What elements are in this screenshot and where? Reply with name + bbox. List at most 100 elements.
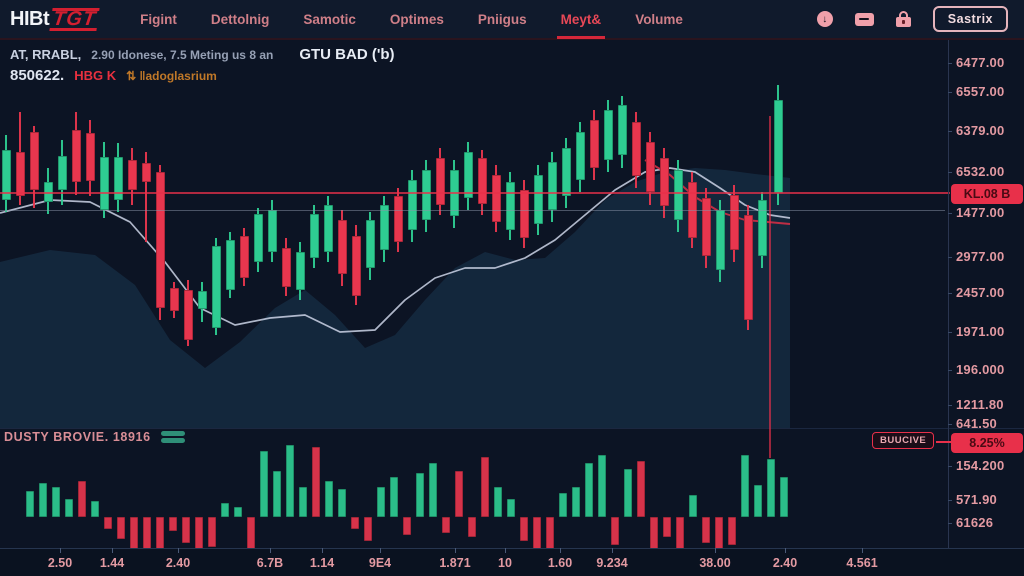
navbar-actions: ↓ Sastrix — [816, 6, 1008, 32]
candle — [618, 105, 627, 155]
app-logo[interactable]: HIBt TGT — [10, 7, 100, 31]
volume-bar — [663, 517, 671, 537]
volume-bar — [416, 473, 424, 517]
volume-bar — [364, 517, 372, 541]
time-tick — [862, 548, 863, 553]
axis-tick — [948, 370, 952, 371]
volume-panel-header: DUSTY BROVIE. 18916 — [4, 430, 185, 444]
volume-bar — [65, 499, 73, 517]
time-axis-label: 6.7B — [256, 556, 284, 570]
time-tick — [505, 548, 506, 553]
nav-item-optimes[interactable]: Optimes — [389, 11, 444, 27]
volume-bar — [338, 489, 346, 517]
time-tick — [785, 548, 786, 553]
volume-bar — [78, 481, 86, 517]
card-icon[interactable] — [854, 12, 874, 26]
symbol-details: 2.90 Idonese, 7.5 Meting us 8 an — [91, 48, 274, 62]
volume-bar — [624, 469, 632, 517]
price-change: HBG K — [74, 68, 117, 83]
candle — [282, 248, 291, 287]
candle — [632, 122, 641, 176]
time-axis-label: 38.00 — [699, 556, 731, 570]
nav-menu: Figint Dettolnig Samotic Optimes Pniigus Meyt… — [140, 0, 683, 39]
candle — [72, 130, 81, 182]
indicator-toggle-icon[interactable] — [160, 431, 185, 443]
volume-bar — [234, 507, 242, 517]
volume-bar — [520, 517, 528, 541]
axis-tick — [948, 257, 952, 258]
nav-item-dettolnig[interactable]: Dettolnig — [210, 11, 270, 27]
sastrix-button[interactable]: Sastrix — [932, 6, 1008, 32]
candle — [492, 175, 501, 222]
volume-bar — [169, 517, 177, 531]
time-tick — [715, 548, 716, 553]
time-axis-label: 2.40 — [772, 556, 798, 570]
time-axis-label: 1.44 — [99, 556, 125, 570]
time-tick — [270, 548, 271, 553]
nav-item-meyt[interactable]: Meyt& — [556, 0, 605, 39]
candle — [562, 148, 571, 196]
volume-bar — [767, 459, 775, 517]
time-tick — [612, 548, 613, 553]
candle — [324, 205, 333, 252]
refresh-circle-icon[interactable]: ↓ — [816, 11, 833, 27]
volume-bar — [455, 471, 463, 517]
axis-tick — [948, 172, 952, 173]
price-axis[interactable]: KL.08 B 8.25% 6477.00 6557.00 6379.00 6532.… — [948, 40, 1024, 548]
volume-bar — [429, 463, 437, 517]
price-line — [0, 192, 950, 194]
candle — [366, 220, 375, 268]
volume-bar — [481, 457, 489, 517]
volume-bar — [585, 463, 593, 517]
candle — [338, 220, 347, 274]
symbol-label: AT, RRABL, — [10, 47, 82, 62]
axis-tick — [948, 523, 952, 524]
candle — [590, 120, 599, 168]
candle — [380, 205, 389, 250]
time-tick — [60, 548, 61, 553]
candle — [408, 180, 417, 230]
volume-bar — [637, 461, 645, 517]
candle — [660, 158, 669, 206]
time-axis-label: 9.234 — [596, 556, 628, 570]
lock-icon[interactable] — [895, 11, 911, 27]
time-axis-label: 2.40 — [165, 556, 191, 570]
time-axis-label: 4.561 — [846, 556, 878, 570]
time-tick — [112, 548, 113, 553]
time-axis-label: 9E4 — [368, 556, 392, 570]
time-axis[interactable]: 2.50 1.44 2.40 6.7B 1.14 9E4 1.871 10 1.60 9.234 3… — [0, 548, 1024, 576]
nav-item-samotic[interactable]: Samotic — [303, 11, 356, 27]
price-axis-label: 6557.00 — [956, 84, 1005, 99]
time-tick — [455, 548, 456, 553]
volume-bar — [247, 517, 255, 551]
candle — [534, 175, 543, 224]
candle — [436, 158, 445, 205]
axis-tick — [948, 63, 952, 64]
candle — [744, 215, 753, 320]
price-axis-label: 1477.00 — [956, 205, 1005, 220]
volume-bar — [650, 517, 658, 551]
candle — [310, 214, 319, 258]
price-axis-label: 1971.00 — [956, 324, 1005, 339]
candle — [58, 156, 67, 190]
axis-tick — [948, 213, 952, 214]
crosshair-line — [769, 116, 771, 458]
volume-bar — [221, 503, 229, 517]
axis-tick — [948, 424, 952, 425]
price-axis-label: 2977.00 — [956, 249, 1005, 264]
volume-bar — [143, 517, 151, 575]
indicator-note: ⇅ ǁadoglasrium — [126, 69, 217, 83]
volume-bar — [494, 487, 502, 517]
time-axis-label: 1.60 — [547, 556, 573, 570]
axis-tick — [948, 293, 952, 294]
nav-item-figint[interactable]: Figint — [140, 11, 177, 27]
price-axis-label: 1211.80 — [956, 397, 1004, 412]
volume-bar — [26, 491, 34, 517]
nav-item-pniigus[interactable]: Pniigus — [477, 11, 527, 27]
volume-bar — [533, 517, 541, 551]
nav-item-volume[interactable]: Volume — [635, 11, 683, 27]
chart-header: AT, RRABL, 2.90 Idonese, 7.5 Meting us 8… — [10, 46, 395, 84]
volume-bar — [312, 447, 320, 517]
